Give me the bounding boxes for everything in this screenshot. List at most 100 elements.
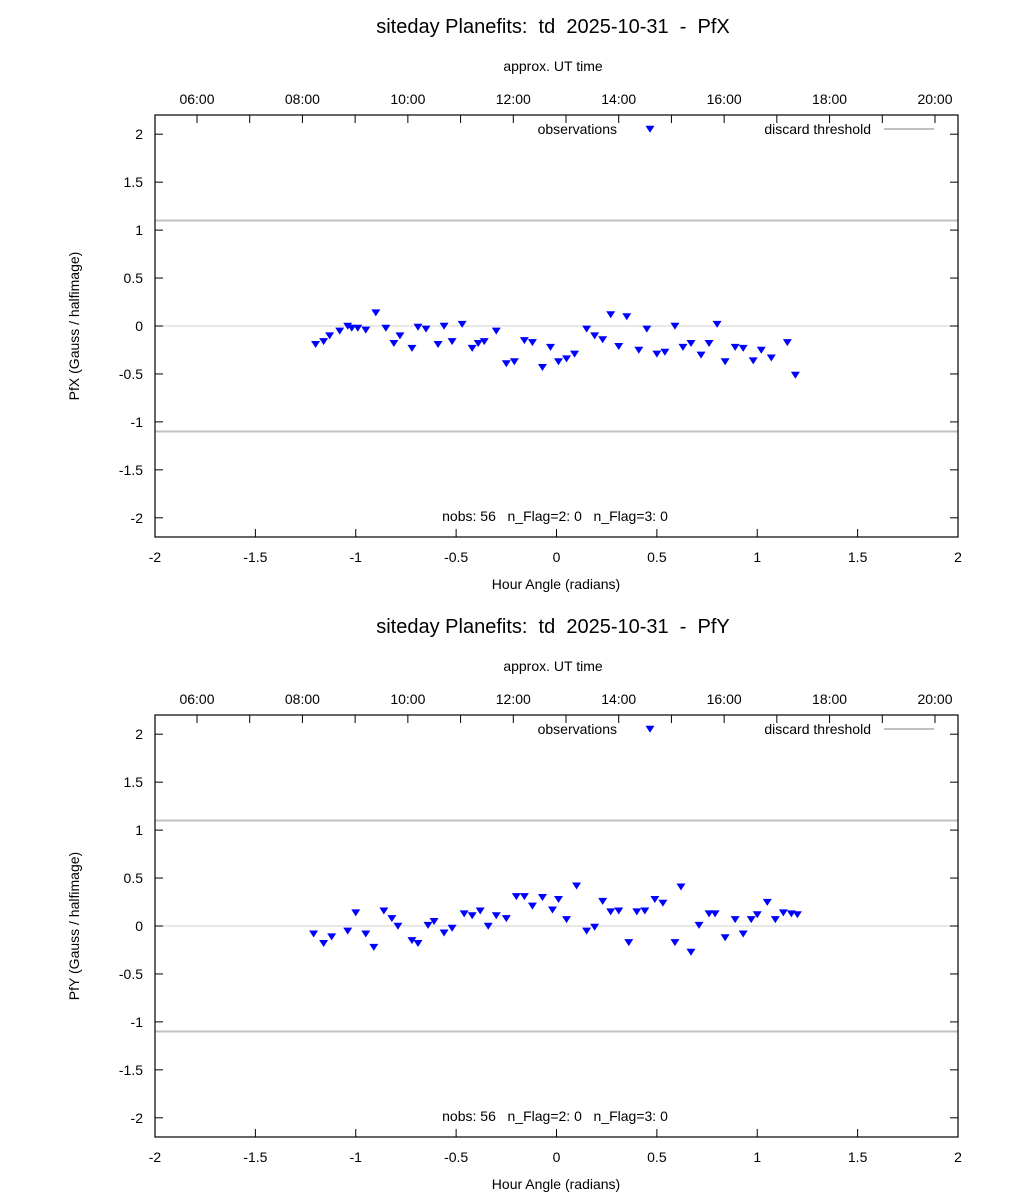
observation-point [738,344,748,352]
observation-point [479,338,489,346]
observation-point [778,909,788,917]
y-tick-label: 0.5 [124,870,144,886]
ut-tick-label: 08:00 [285,691,320,707]
y-tick-label: 2 [135,726,143,742]
nobs-annotation: nobs: 56 n_Flag=2: 0 n_Flag=3: 0 [442,508,668,524]
observation-point [395,332,405,340]
observation-point [371,309,381,317]
plot-content: -2 -1.5 -1 -0.5 0 0.5 1 1.5 2 2 1.5 1 0.5 0 -0.5 -1 -1.5… [119,691,962,1165]
x-tick-label: 0 [553,549,561,565]
y-axis-label: PfX (Gauss / halfimage) [66,252,82,401]
observation-point [537,364,547,372]
observation-point [686,948,696,956]
observation-point [433,341,443,349]
observation-point [457,320,467,328]
observation-point [467,344,477,352]
x-tick-label: 0.5 [647,1149,667,1165]
ut-tick-label: 20:00 [917,691,952,707]
ut-tick-label: 06:00 [179,691,214,707]
observation-point [319,940,329,948]
x-tick-label: -2 [149,549,162,565]
y-tick-label: 1 [135,222,143,238]
x-tick-label: 1 [753,1149,761,1165]
observation-point [730,916,740,924]
observation-point [413,323,423,331]
x-axis-label: Hour Angle (radians) [492,576,620,592]
observation-point [537,894,547,902]
observation-point [554,895,564,903]
observation-point [572,882,582,890]
observation-point [746,916,756,924]
y-tick-label: 1.5 [124,774,144,790]
legend-threshold-label: discard threshold [764,121,871,137]
legend-threshold-label: discard threshold [764,721,871,737]
observation-point [379,907,389,915]
observation-point [660,348,670,356]
y-tick-label: 0.5 [124,270,144,286]
y-tick-label: 0 [135,318,143,334]
ut-tick-label: 14:00 [601,691,636,707]
observation-point [501,915,511,923]
ut-tick-label: 18:00 [812,691,847,707]
observation-point [766,354,776,362]
observation-point [650,895,660,903]
observation-point [473,340,483,348]
observation-point [353,324,363,332]
y-tick-label: -1.5 [119,462,143,478]
observation-point [782,339,792,347]
observation-point [720,358,730,366]
observation-point [670,322,680,330]
ut-tick-label: 10:00 [390,691,425,707]
observation-point [423,921,433,929]
x-tick-label: -1.5 [243,549,267,565]
observation-point [658,899,668,907]
observation-point [634,346,644,354]
chart-title: siteday Planefits: td 2025-10-31 - PfX [376,16,730,38]
observation-point [545,343,555,351]
pfy-plot: siteday Planefits: td 2025-10-31 - PfY a… [66,616,962,1192]
observation-point [712,320,722,328]
plot-content: -2 -1.5 -1 -0.5 0 0.5 1 1.5 2 2 1.5 1 0.5 0 -0.5 -1 -1.5… [119,91,962,565]
x-tick-label: 0.5 [647,549,667,565]
observation-point [686,340,696,348]
top-axis-label: approx. UT time [503,658,603,674]
pfx-chart-panel: siteday Planefits: td 2025-10-31 - PfX a… [66,16,962,592]
observation-point [696,351,706,359]
observation-point [748,357,758,365]
observation-point [770,916,780,924]
observation-point [570,350,580,358]
observation-point [632,908,642,916]
x-tick-label: -1 [350,1149,363,1165]
observation-point [447,338,457,346]
observation-point [614,907,624,915]
observation-point [554,358,564,366]
pfx-plot: siteday Planefits: td 2025-10-31 - PfX a… [66,16,962,592]
ut-tick-label: 14:00 [601,91,636,107]
top-axis-label: approx. UT time [503,58,603,74]
observation-point [606,311,616,319]
observation-point [614,342,624,350]
observation-point [624,939,634,947]
y-tick-label: 2 [135,126,143,142]
observation-point [582,927,592,935]
x-tick-label: -2 [149,1149,162,1165]
observation-point [319,338,329,346]
observation-point [678,343,688,351]
y-tick-label: -1.5 [119,1062,143,1078]
x-tick-label: -0.5 [444,549,468,565]
observation-point [606,908,616,916]
legend-observations-marker-icon [645,725,655,733]
observation-point [387,915,397,923]
y-tick-label: -0.5 [119,366,143,382]
observation-point [343,322,353,330]
observation-point [327,933,337,941]
observation-point [483,922,493,930]
observation-point [381,324,391,332]
observation-point [421,325,431,333]
observation-point [704,340,714,348]
x-tick-label: 0 [553,1149,561,1165]
x-tick-label: 1.5 [848,1149,868,1165]
y-tick-label: 0 [135,918,143,934]
observation-point [511,893,521,901]
